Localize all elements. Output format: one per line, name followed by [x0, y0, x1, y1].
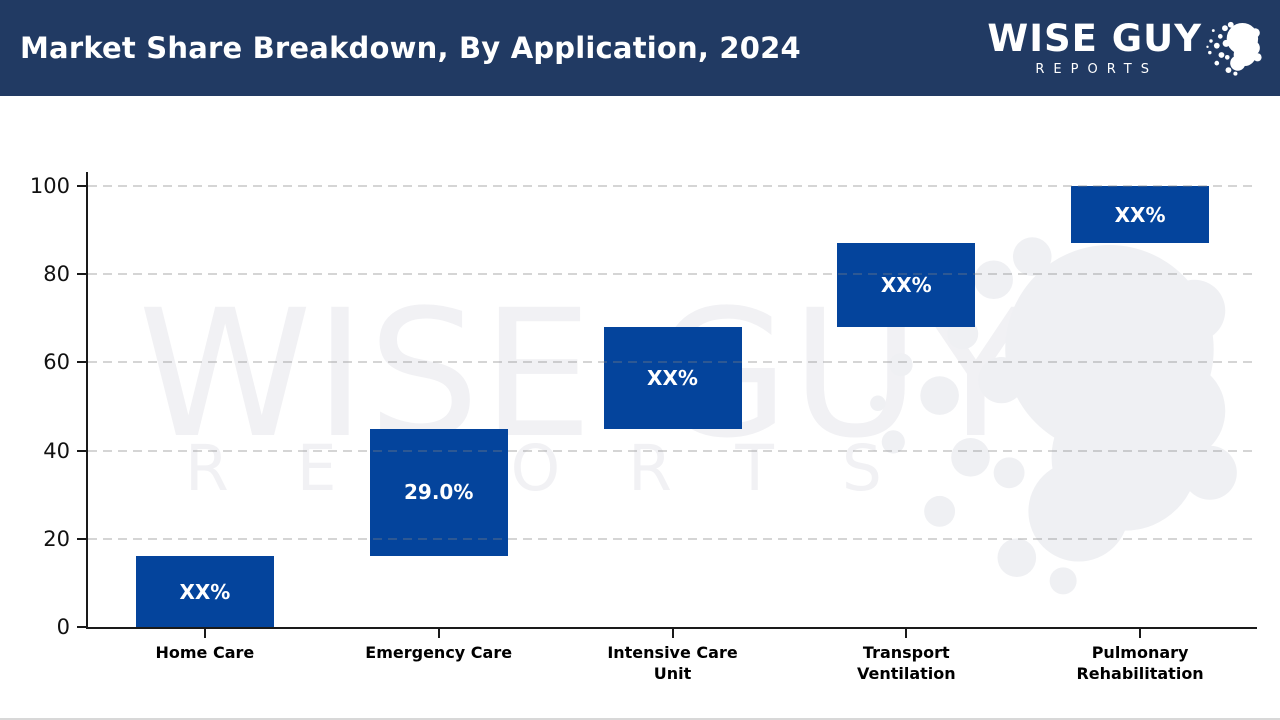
x-tick-mark	[437, 629, 440, 638]
bar: XX%	[603, 327, 742, 429]
y-tick-label: 100	[29, 174, 70, 198]
bottom-border	[0, 718, 1280, 720]
bar-value-label: XX%	[1114, 202, 1166, 227]
x-tick-label-line: Emergency Care	[365, 643, 513, 662]
wise-guy-reports-logo: WISE GUY REPORTS	[987, 6, 1268, 90]
bar-value-label: XX%	[880, 273, 932, 298]
x-tick-label: Emergency Care	[329, 642, 549, 663]
y-tick-mark	[77, 273, 86, 276]
bar-value-label: XX%	[647, 365, 698, 390]
x-tick-label: Transport Ventilation	[796, 642, 1016, 684]
x-tick-mark	[1139, 629, 1142, 638]
x-tick-label-line: Intensive Care	[607, 643, 738, 662]
gridline	[88, 537, 1257, 540]
y-tick-mark	[77, 626, 86, 628]
y-tick-label: 80	[43, 262, 70, 287]
x-tick-label-line: Unit	[653, 664, 692, 683]
y-tick-label: 20	[43, 526, 70, 551]
logo-dotted-head-icon	[1206, 21, 1262, 76]
gridline	[88, 361, 1257, 364]
x-tick-mark	[203, 629, 206, 638]
x-tick-label: Pulmonary Rehabilitation	[1030, 642, 1250, 684]
x-tick-mark	[905, 629, 908, 638]
gridline	[88, 273, 1257, 276]
logo-text: WISE GUY REPORTS	[987, 20, 1202, 76]
bar: XX%	[837, 243, 976, 328]
chart-plot-area: 0 20 40 60 80 100 XX% Home Care 29.0% Emergency C…	[30, 172, 1257, 683]
x-tick-label-line: Rehabilitation	[1076, 664, 1204, 683]
y-tick-mark	[77, 185, 86, 187]
logo-wordmark: WISE GUY	[987, 17, 1202, 60]
x-tick-label: Intensive Care Unit	[563, 642, 783, 684]
y-tick-mark	[77, 361, 86, 364]
y-tick-label: 0	[56, 615, 70, 639]
gridline	[88, 449, 1257, 452]
bar: XX%	[135, 556, 274, 627]
bar: 29.0%	[369, 428, 508, 557]
x-tick-label: Home Care	[95, 642, 315, 663]
y-tick-label: 60	[43, 350, 70, 375]
logo-reports-text: REPORTS	[1035, 62, 1158, 77]
x-axis	[86, 627, 1257, 629]
gridline	[88, 185, 1257, 187]
x-tick-mark	[671, 629, 674, 638]
y-tick-mark	[77, 449, 86, 452]
page-title: Market Share Breakdown, By Application, …	[20, 31, 801, 65]
x-tick-label-line: Pulmonary	[1091, 643, 1189, 662]
bar-value-label: 29.0%	[403, 480, 474, 505]
x-tick-label-line: Home Care	[155, 643, 255, 662]
y-tick-label: 40	[43, 438, 70, 463]
y-axis	[86, 172, 88, 629]
header-bar: Market Share Breakdown, By Application, …	[0, 0, 1280, 96]
bar-value-label: XX%	[179, 579, 231, 604]
x-tick-label-line: Ventilation	[856, 664, 956, 683]
x-tick-label-line: Transport	[862, 643, 950, 662]
y-tick-mark	[77, 537, 86, 540]
bar: XX%	[1071, 186, 1210, 244]
